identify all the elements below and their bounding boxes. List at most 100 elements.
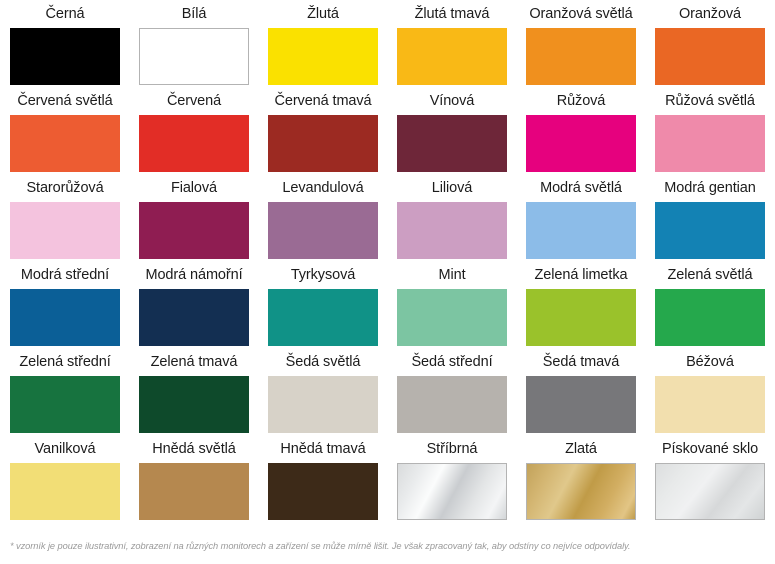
swatch-color-chip[interactable]	[268, 289, 378, 346]
swatch-label: Levandulová	[282, 180, 364, 196]
swatch-label: Šedá tmavá	[542, 354, 620, 370]
swatch-color-chip[interactable]	[10, 376, 120, 433]
swatch-color-chip[interactable]	[397, 289, 507, 346]
swatch-cell[interactable]: Zelená limetka	[526, 261, 645, 348]
swatch-cell[interactable]: Mint	[397, 261, 516, 348]
swatch-color-chip[interactable]	[268, 28, 378, 85]
swatch-label: Hnědá tmavá	[280, 441, 366, 457]
swatch-label: Liliová	[431, 180, 473, 196]
swatch-label: Hnědá světlá	[152, 441, 236, 457]
swatch-label: Starorůžová	[26, 180, 104, 196]
swatch-label: Oranžová světlá	[529, 6, 633, 22]
swatch-label: Černá	[45, 6, 85, 22]
swatch-color-chip[interactable]	[655, 463, 765, 520]
swatch-color-chip[interactable]	[10, 28, 120, 85]
swatch-cell[interactable]: Zlatá	[526, 435, 645, 522]
swatch-cell[interactable]: Liliová	[397, 174, 516, 261]
swatch-label: Oranžová	[678, 6, 742, 22]
swatch-color-chip[interactable]	[655, 28, 765, 85]
swatch-cell[interactable]: Šedá světlá	[268, 348, 387, 435]
swatch-color-chip[interactable]	[526, 28, 636, 85]
swatch-label: Červená světlá	[17, 93, 113, 109]
swatch-color-chip[interactable]	[655, 376, 765, 433]
swatch-cell[interactable]: Růžová	[526, 87, 645, 174]
swatch-cell[interactable]: Starorůžová	[10, 174, 129, 261]
swatch-label: Zelená střední	[19, 354, 111, 370]
swatch-color-chip[interactable]	[397, 376, 507, 433]
swatch-label: Vanilková	[34, 441, 96, 457]
swatch-color-chip[interactable]	[139, 463, 249, 520]
swatch-cell[interactable]: Žlutá	[268, 0, 387, 87]
swatch-color-chip[interactable]	[139, 289, 249, 346]
swatch-cell[interactable]: Stříbrná	[397, 435, 516, 522]
swatch-color-chip[interactable]	[397, 463, 507, 520]
swatch-cell[interactable]: Modrá střední	[10, 261, 129, 348]
swatch-cell[interactable]: Zelená střední	[10, 348, 129, 435]
swatch-cell[interactable]: Zelená světlá	[655, 261, 774, 348]
swatch-color-chip[interactable]	[655, 115, 765, 172]
swatch-color-chip[interactable]	[10, 202, 120, 259]
swatch-cell[interactable]: Levandulová	[268, 174, 387, 261]
disclaimer-footnote: * vzorník je pouze ilustrativní, zobraze…	[10, 541, 631, 551]
swatch-color-chip[interactable]	[268, 202, 378, 259]
swatch-label: Žlutá tmavá	[414, 6, 490, 22]
swatch-label: Modrá gentian	[664, 180, 756, 196]
swatch-cell[interactable]: Hnědá světlá	[139, 435, 258, 522]
swatch-color-chip[interactable]	[655, 289, 765, 346]
swatch-cell[interactable]: Vínová	[397, 87, 516, 174]
swatch-grid: Černá Bílá Žlutá Žlutá tmavá Oranžová světlá…	[10, 0, 774, 522]
swatch-cell[interactable]: Modrá námořní	[139, 261, 258, 348]
swatch-color-chip[interactable]	[397, 115, 507, 172]
swatch-cell[interactable]: Červená tmavá	[268, 87, 387, 174]
swatch-color-chip[interactable]	[397, 202, 507, 259]
swatch-color-chip[interactable]	[268, 115, 378, 172]
swatch-color-chip[interactable]	[268, 463, 378, 520]
swatch-label: Modrá světlá	[540, 180, 622, 196]
swatch-color-chip[interactable]	[397, 28, 507, 85]
swatch-label: Růžová světlá	[665, 93, 755, 109]
swatch-color-chip[interactable]	[526, 202, 636, 259]
swatch-label: Žlutá	[307, 6, 339, 22]
swatch-label: Šedá světlá	[285, 354, 361, 370]
swatch-cell[interactable]: Béžová	[655, 348, 774, 435]
swatch-cell[interactable]: Černá	[10, 0, 129, 87]
swatch-cell[interactable]: Tyrkysová	[268, 261, 387, 348]
swatch-cell[interactable]: Hnědá tmavá	[268, 435, 387, 522]
swatch-cell[interactable]: Bílá	[139, 0, 258, 87]
swatch-color-chip[interactable]	[526, 463, 636, 520]
swatch-cell[interactable]: Oranžová světlá	[526, 0, 645, 87]
swatch-cell[interactable]: Modrá gentian	[655, 174, 774, 261]
swatch-color-chip[interactable]	[139, 376, 249, 433]
swatch-color-chip[interactable]	[139, 202, 249, 259]
swatch-cell[interactable]: Oranžová	[655, 0, 774, 87]
swatch-color-chip[interactable]	[268, 376, 378, 433]
swatch-label: Pískované sklo	[661, 441, 759, 457]
swatch-color-chip[interactable]	[10, 289, 120, 346]
swatch-cell[interactable]: Modrá světlá	[526, 174, 645, 261]
swatch-cell[interactable]: Fialová	[139, 174, 258, 261]
swatch-label: Šedá střední	[411, 354, 493, 370]
swatch-cell[interactable]: Vanilková	[10, 435, 129, 522]
swatch-cell[interactable]: Růžová světlá	[655, 87, 774, 174]
swatch-color-chip[interactable]	[139, 115, 249, 172]
swatch-cell[interactable]: Pískované sklo	[655, 435, 774, 522]
swatch-cell[interactable]: Šedá střední	[397, 348, 516, 435]
swatch-label: Červená	[166, 93, 222, 109]
swatch-color-chip[interactable]	[655, 202, 765, 259]
swatch-cell[interactable]: Šedá tmavá	[526, 348, 645, 435]
swatch-color-chip[interactable]	[10, 463, 120, 520]
swatch-cell[interactable]: Žlutá tmavá	[397, 0, 516, 87]
swatch-label: Zelená tmavá	[150, 354, 238, 370]
swatch-color-chip[interactable]	[526, 115, 636, 172]
swatch-label: Tyrkysová	[290, 267, 356, 283]
swatch-cell[interactable]: Červená	[139, 87, 258, 174]
swatch-color-chip[interactable]	[139, 28, 249, 85]
swatch-cell[interactable]: Červená světlá	[10, 87, 129, 174]
swatch-label: Červená tmavá	[274, 93, 372, 109]
swatch-label: Zlatá	[565, 441, 597, 457]
swatch-color-chip[interactable]	[10, 115, 120, 172]
swatch-color-chip[interactable]	[526, 289, 636, 346]
swatch-cell[interactable]: Zelená tmavá	[139, 348, 258, 435]
swatch-color-chip[interactable]	[526, 376, 636, 433]
